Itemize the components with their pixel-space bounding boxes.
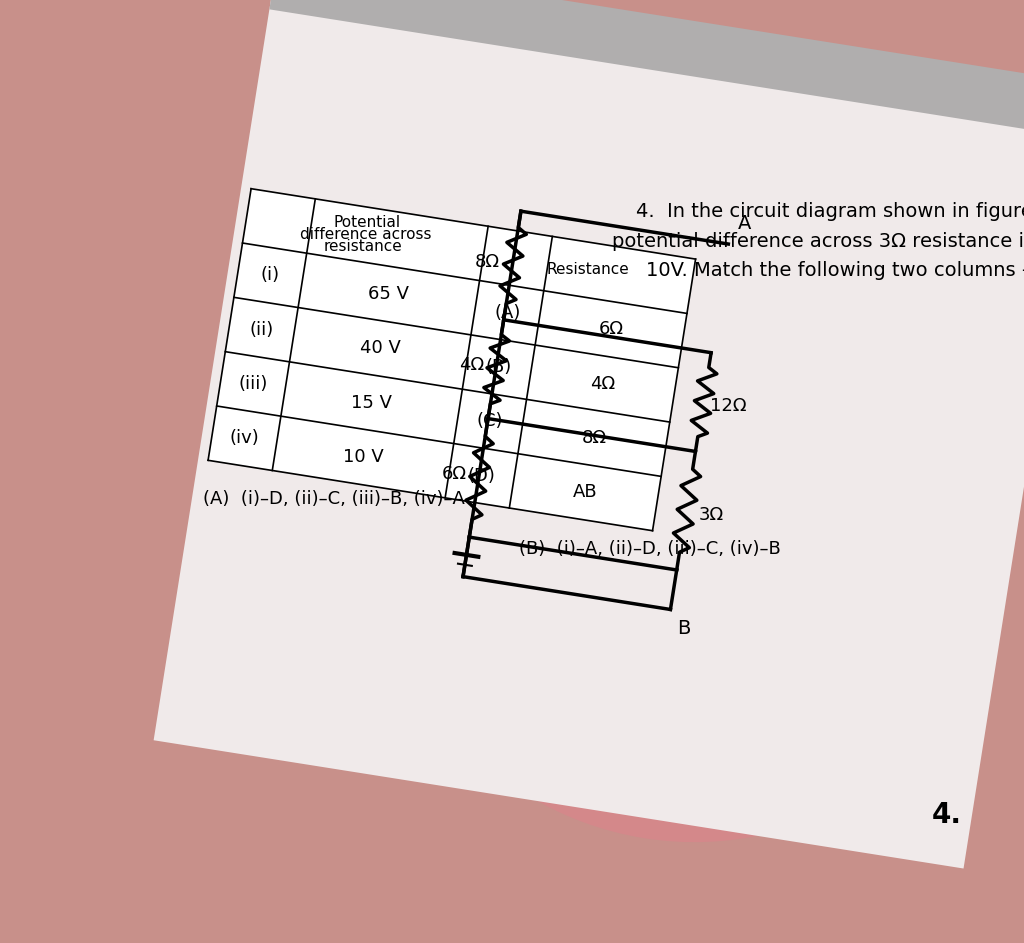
Text: 6Ω: 6Ω bbox=[599, 321, 624, 339]
Text: difference across: difference across bbox=[300, 227, 431, 242]
Text: potential difference across 3Ω resistance is: potential difference across 3Ω resistanc… bbox=[612, 232, 1024, 251]
Text: 40 V: 40 V bbox=[359, 339, 400, 357]
Text: 15 V: 15 V bbox=[351, 393, 392, 412]
Circle shape bbox=[375, 202, 1015, 842]
Text: 8Ω: 8Ω bbox=[475, 253, 500, 271]
Text: Potential: Potential bbox=[334, 215, 400, 230]
Text: (A)  (i)–D, (ii)–C, (iii)–B, (iv)–A: (A) (i)–D, (ii)–C, (iii)–B, (iv)–A bbox=[204, 490, 465, 508]
Text: (iii): (iii) bbox=[239, 375, 268, 393]
Bar bbox=[269, 0, 1024, 138]
Text: 4Ω: 4Ω bbox=[459, 356, 483, 374]
Text: 12Ω: 12Ω bbox=[710, 397, 746, 415]
Text: 8Ω: 8Ω bbox=[582, 429, 606, 447]
Text: 65 V: 65 V bbox=[369, 285, 410, 303]
Text: (B): (B) bbox=[485, 358, 512, 376]
Text: AB: AB bbox=[573, 483, 598, 502]
Text: (ii): (ii) bbox=[250, 321, 273, 339]
Text: (i): (i) bbox=[261, 266, 280, 284]
Text: resistance: resistance bbox=[324, 239, 402, 254]
Text: 10 V: 10 V bbox=[343, 448, 383, 466]
Bar bbox=[208, 189, 695, 531]
Text: (A): (A) bbox=[495, 304, 520, 322]
Text: B: B bbox=[677, 619, 690, 637]
Text: 6Ω: 6Ω bbox=[441, 465, 467, 483]
Text: (D): (D) bbox=[468, 467, 496, 485]
Text: 4Ω: 4Ω bbox=[590, 374, 615, 392]
Text: 4.: 4. bbox=[932, 802, 962, 829]
Text: (B)  (i)–A, (ii)–D, (iii)–C, (iv)–B: (B) (i)–A, (ii)–D, (iii)–C, (iv)–B bbox=[519, 540, 781, 558]
Text: (C): (C) bbox=[477, 412, 504, 430]
Text: 3Ω: 3Ω bbox=[698, 505, 723, 523]
Bar bbox=[154, 0, 1024, 869]
Text: (iv): (iv) bbox=[229, 429, 259, 447]
Text: 10V. Match the following two columns -: 10V. Match the following two columns - bbox=[646, 261, 1024, 280]
Text: A: A bbox=[738, 214, 752, 234]
Text: 4.  In the circuit diagram shown in figure,: 4. In the circuit diagram shown in figur… bbox=[636, 202, 1024, 221]
Text: Resistance: Resistance bbox=[546, 262, 629, 277]
